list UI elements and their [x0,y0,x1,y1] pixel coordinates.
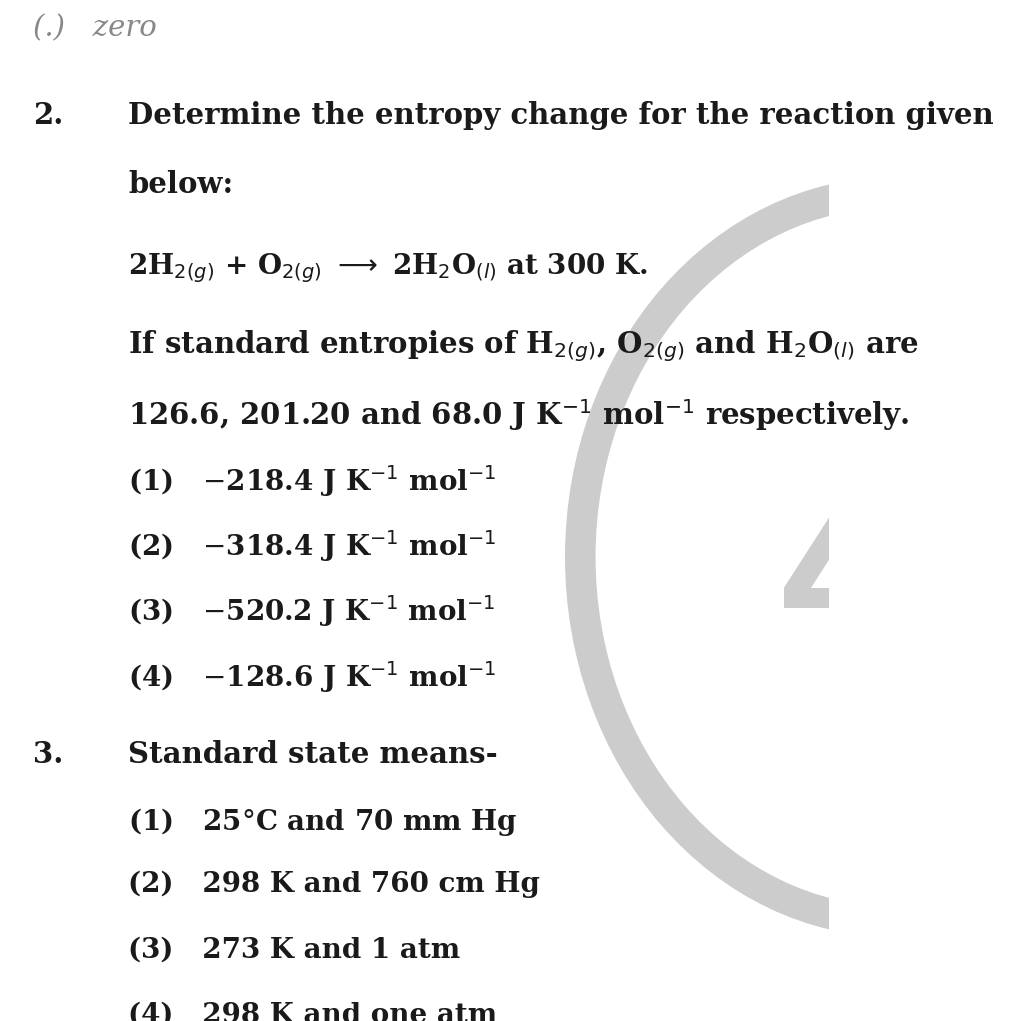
Text: (4)   298 K and one atm: (4) 298 K and one atm [128,1002,498,1021]
Text: 3.: 3. [33,740,63,769]
Text: If standard entropies of H$_{2(g)}$, O$_{2(g)}$ and H$_2$O$_{(l)}$ are: If standard entropies of H$_{2(g)}$, O$_… [128,329,920,364]
Text: 126.6, 201.20 and 68.0 J K$^{-1}$ mol$^{-1}$ respectively.: 126.6, 201.20 and 68.0 J K$^{-1}$ mol$^{… [128,397,910,434]
Text: Determine the entropy change for the reaction given: Determine the entropy change for the rea… [128,101,994,130]
Text: (1)   25$\degree$C and 70 mm Hg: (1) 25$\degree$C and 70 mm Hg [128,806,518,837]
Text: (3)   273 K and 1 atm: (3) 273 K and 1 atm [128,936,461,963]
Text: (2)   298 K and 760 cm Hg: (2) 298 K and 760 cm Hg [128,871,541,898]
Text: 4: 4 [772,388,1019,765]
Text: (2)   $-$318.4 J K$^{-1}$ mol$^{-1}$: (2) $-$318.4 J K$^{-1}$ mol$^{-1}$ [128,528,497,564]
Text: 2.: 2. [33,101,63,130]
Text: (3)   $-$520.2 J K$^{-1}$ mol$^{-1}$: (3) $-$520.2 J K$^{-1}$ mol$^{-1}$ [128,593,496,629]
Text: below:: below: [128,169,233,199]
Text: 2H$_{2(g)}$ + O$_{2(g)}$ $\longrightarrow$ 2H$_2$O$_{(l)}$ at 300 K.: 2H$_{2(g)}$ + O$_{2(g)}$ $\longrightarro… [128,251,648,285]
Text: Standard state means-: Standard state means- [128,740,499,769]
Text: (4)   $-$128.6 J K$^{-1}$ mol$^{-1}$: (4) $-$128.6 J K$^{-1}$ mol$^{-1}$ [128,659,497,694]
Text: (.)   zero: (.) zero [33,14,157,43]
Text: (1)   $-$218.4 J K$^{-1}$ mol$^{-1}$: (1) $-$218.4 J K$^{-1}$ mol$^{-1}$ [128,463,497,498]
